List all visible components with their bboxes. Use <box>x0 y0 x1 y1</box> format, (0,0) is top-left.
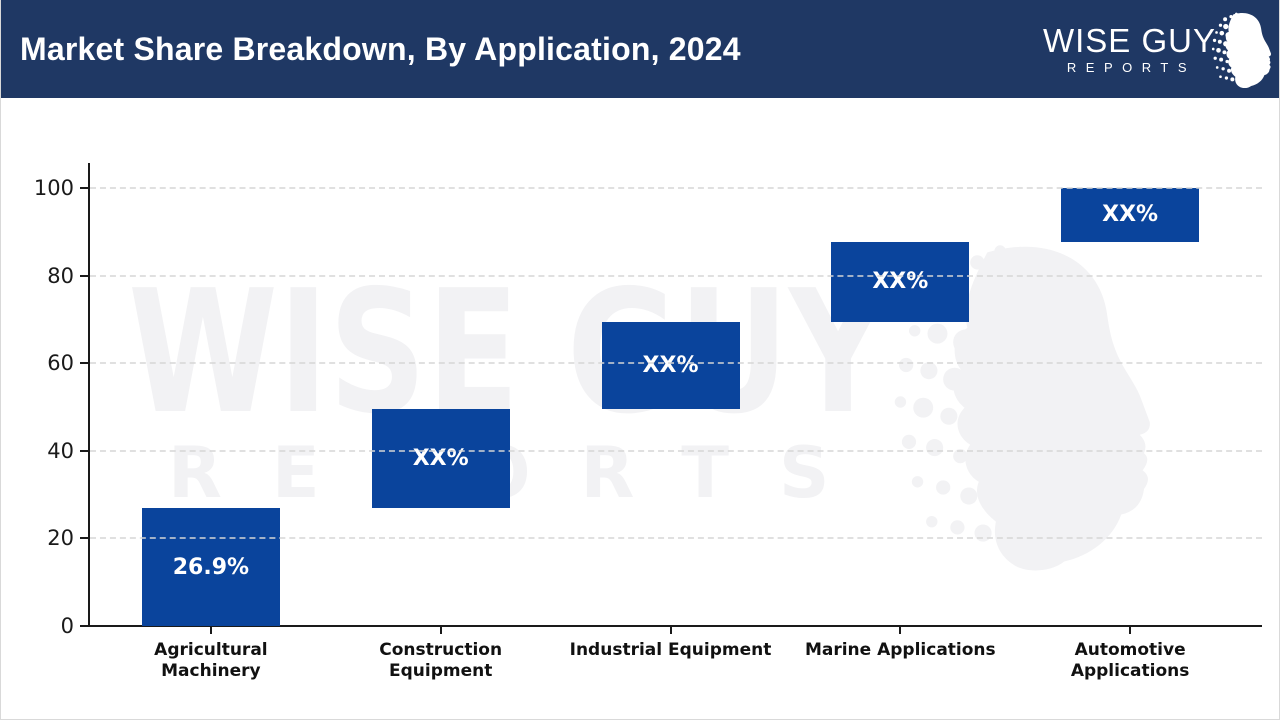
y-tick-20 <box>80 537 88 540</box>
header-bar: Market Share Breakdown, By Application, … <box>0 0 1280 98</box>
logo-text: WISE GUY REPORTS <box>1043 24 1216 74</box>
x-axis-label-marine-applications: Marine Applications <box>804 640 996 660</box>
bar-value-label: XX% <box>1102 202 1159 228</box>
bar-marine-applications: XX% <box>831 241 970 322</box>
bar-industrial-equipment: XX% <box>601 322 740 409</box>
y-tick-label-80: 80 <box>47 263 74 288</box>
y-tick-label-0: 0 <box>60 614 74 638</box>
x-tick-marine-applications <box>899 627 902 634</box>
bar-value-label: 26.9% <box>172 554 250 580</box>
x-tick-agricultural-machinery <box>209 627 212 634</box>
y-tick-label-40: 40 <box>47 438 74 463</box>
gridline-40 <box>90 449 1262 452</box>
y-tick-label-60: 60 <box>47 351 74 376</box>
y-tick-label-100: 100 <box>33 176 74 200</box>
x-axis-line <box>88 625 1262 627</box>
bar-value-label: XX% <box>872 269 929 295</box>
bar-construction-equipment: XX% <box>371 408 510 509</box>
x-tick-construction-equipment <box>439 627 442 634</box>
gridline-20 <box>90 537 1262 540</box>
x-axis-label-automotive-applications: Automotive Applications <box>1070 640 1190 682</box>
y-tick-40 <box>80 449 88 452</box>
gridline-60 <box>90 362 1262 365</box>
y-tick-label-20: 20 <box>47 526 74 551</box>
y-tick-100 <box>80 187 88 189</box>
logo-wise-guy-text: WISE GUY <box>1042 22 1216 59</box>
y-tick-0 <box>80 625 88 627</box>
bar-agricultural-machinery: 26.9% <box>141 508 280 626</box>
wise-guy-reports-logo: WISE GUY REPORTS <box>1043 0 1272 98</box>
page-title: Market Share Breakdown, By Application, … <box>20 30 741 67</box>
x-axis-label-construction-equipment: Construction Equipment <box>379 640 503 682</box>
bar-value-label: XX% <box>642 352 699 378</box>
x-tick-automotive-applications <box>1129 627 1132 634</box>
y-tick-80 <box>80 274 88 277</box>
gridline-80 <box>90 274 1262 277</box>
x-axis-label-agricultural-machinery: Agricultural Machinery <box>154 640 268 682</box>
y-axis-line <box>88 163 90 627</box>
logo-face-icon <box>1211 12 1272 89</box>
y-tick-60 <box>80 362 88 365</box>
x-axis-label-industrial-equipment: Industrial Equipment <box>569 640 772 660</box>
x-tick-industrial-equipment <box>669 627 672 634</box>
gridline-100 <box>90 187 1262 189</box>
logo-reports-text: REPORTS <box>1066 60 1197 75</box>
bar-automotive-applications: XX% <box>1061 188 1200 242</box>
